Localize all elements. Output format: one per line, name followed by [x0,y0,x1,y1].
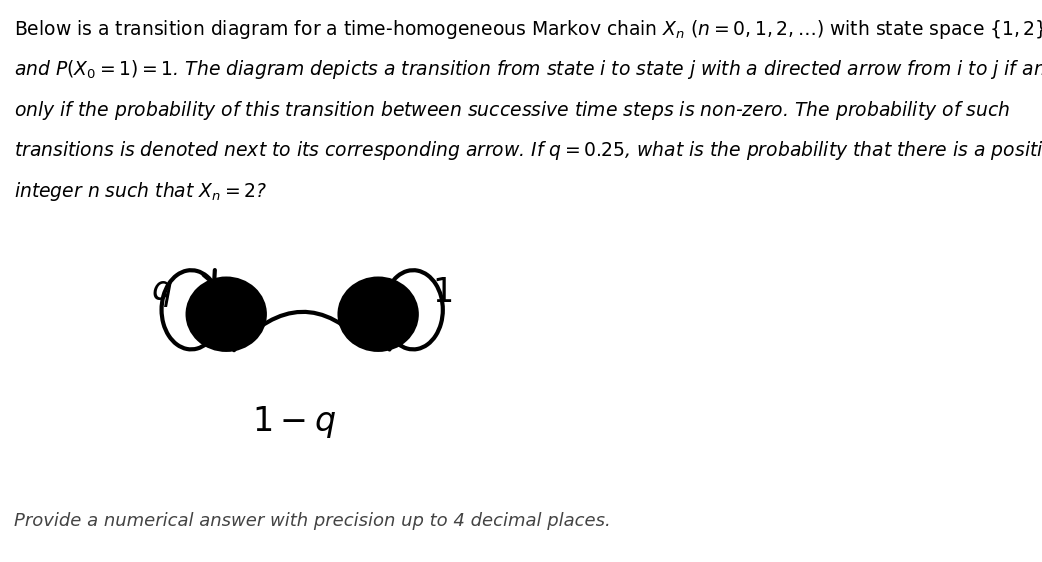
Ellipse shape [340,278,417,350]
Ellipse shape [188,278,265,350]
Text: and $P(X_0 = 1) = 1$. The diagram depicts a transition from state $i$ to state $: and $P(X_0 = 1) = 1$. The diagram depict… [15,58,1042,81]
Text: $1-q$: $1-q$ [252,404,337,440]
Text: Below is a transition diagram for a time-homogeneous Markov chain $X_n$ $(n = 0,: Below is a transition diagram for a time… [15,18,1042,41]
Text: $q$: $q$ [151,275,173,309]
Text: transitions is denoted next to its corresponding arrow. If $q = 0.25$, what is t: transitions is denoted next to its corre… [15,139,1042,162]
Text: $1$: $1$ [432,275,452,309]
Text: $\mathit{only\ if}$ the probability of this transition between successive time s: $\mathit{only\ if}$ the probability of t… [15,99,1011,122]
Text: integer $n$ such that $X_n = 2$?: integer $n$ such that $X_n = 2$? [15,180,268,203]
Text: 1: 1 [214,295,239,333]
Text: 2: 2 [366,295,391,333]
FancyArrowPatch shape [234,312,367,350]
Text: Provide a numerical answer with precision up to 4 decimal places.: Provide a numerical answer with precisio… [15,512,611,530]
